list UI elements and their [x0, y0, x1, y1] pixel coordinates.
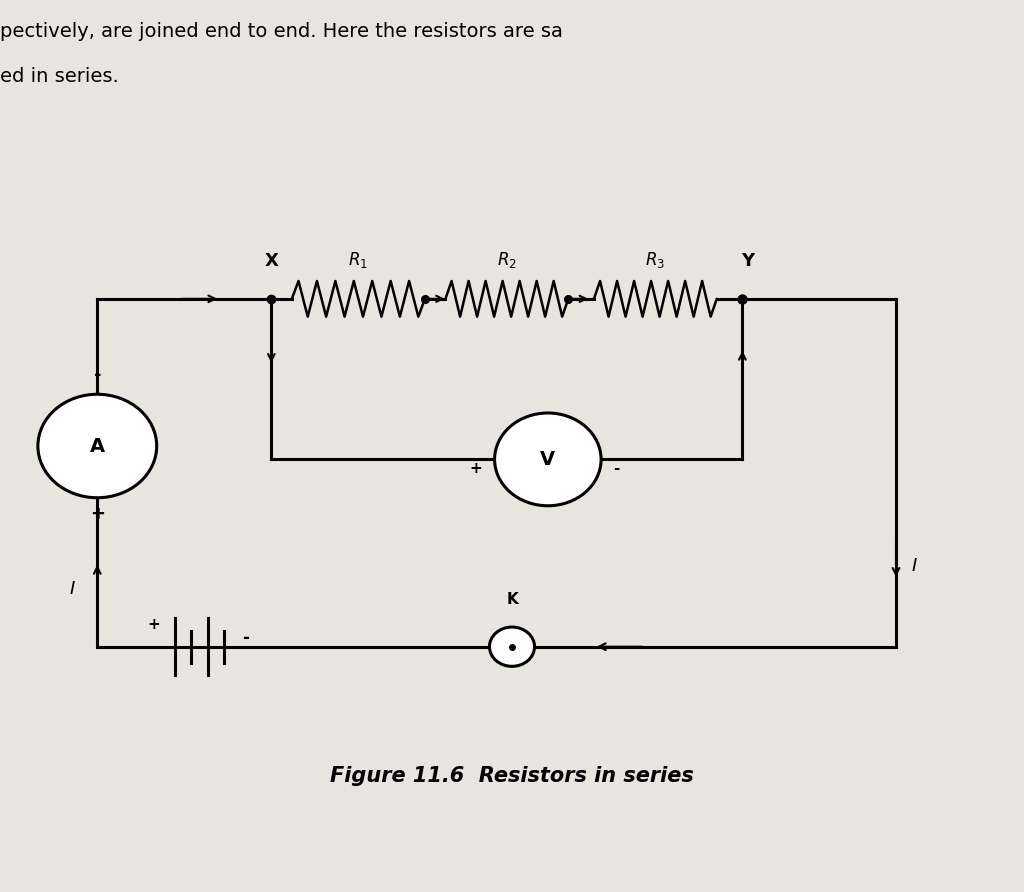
Text: pectively, are joined end to end. Here the resistors are sa: pectively, are joined end to end. Here t… [0, 22, 563, 41]
Text: K: K [506, 592, 518, 607]
Text: X: X [264, 252, 279, 270]
Text: I: I [911, 558, 916, 575]
Text: $R_3$: $R_3$ [645, 251, 666, 270]
Text: -: - [613, 461, 620, 475]
Text: +: + [470, 461, 482, 475]
Text: $R_1$: $R_1$ [348, 251, 369, 270]
Text: +: + [90, 505, 104, 523]
Circle shape [495, 413, 601, 506]
Text: I: I [70, 580, 75, 598]
Text: -: - [242, 629, 249, 647]
Text: Y: Y [741, 252, 754, 270]
Text: $R_2$: $R_2$ [497, 251, 517, 270]
Text: A: A [90, 436, 104, 456]
Text: V: V [541, 450, 555, 469]
Text: +: + [147, 617, 160, 632]
Circle shape [489, 627, 535, 666]
Text: -: - [93, 366, 101, 384]
Text: ed in series.: ed in series. [0, 67, 119, 86]
Text: Figure 11.6  Resistors in series: Figure 11.6 Resistors in series [330, 766, 694, 786]
Circle shape [38, 394, 157, 498]
